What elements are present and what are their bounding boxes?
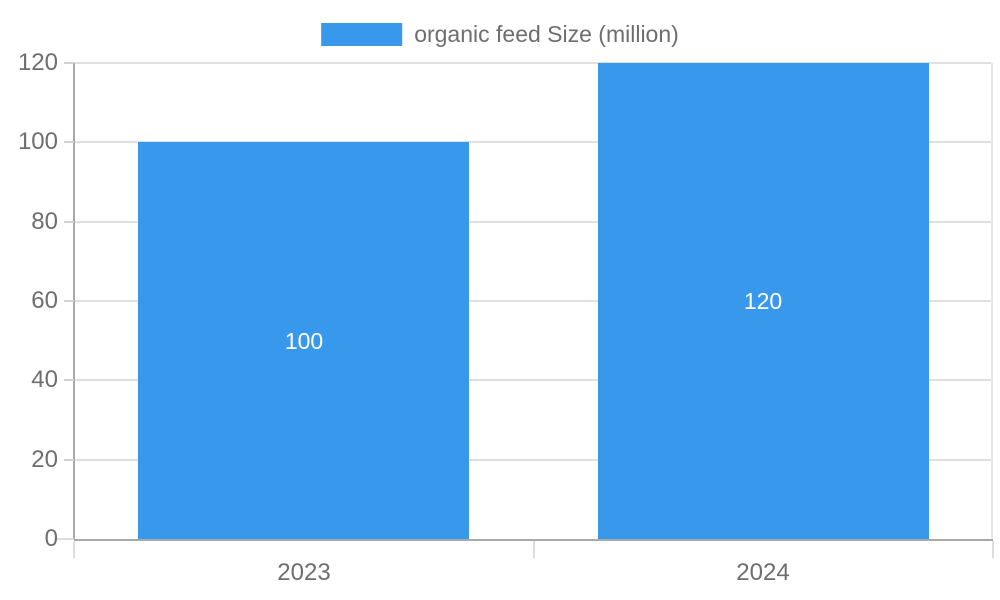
y-tick-mark [64, 458, 74, 461]
y-axis-line [73, 63, 75, 540]
chart-legend: organic feed Size (million) [321, 22, 679, 46]
x-axis-category-label: 2024 [736, 559, 790, 586]
y-axis-tick-label: 80 [31, 207, 58, 235]
legend-swatch [321, 22, 403, 46]
x-band-boundary-tick [992, 541, 994, 558]
bar-value-label: 120 [743, 288, 783, 314]
y-axis-tick-label: 20 [31, 445, 58, 473]
gridline-y-40 [74, 379, 991, 382]
y-axis-tick-label: 60 [31, 287, 58, 314]
y-tick-mark [64, 300, 74, 302]
bar-value-label: 100 [284, 328, 324, 354]
x-band-boundary-tick [73, 541, 75, 558]
y-axis-tick-label: 0 [44, 525, 58, 552]
legend-label: organic feed Size (million) [414, 21, 679, 47]
gridline-y-120 [74, 62, 991, 64]
gridline-y-20 [74, 458, 991, 461]
bar-2023 [138, 142, 469, 539]
y-tick-mark [64, 220, 74, 223]
y-tick-mark [64, 62, 74, 64]
gridline-y-100 [74, 141, 991, 144]
y-tick-mark [64, 141, 74, 144]
x-band-boundary-tick [532, 541, 535, 558]
x-axis-line [74, 539, 993, 541]
y-axis-tick-label: 100 [17, 128, 58, 156]
x-axis-category-label: 2023 [277, 559, 331, 586]
y-axis-tick-label: 120 [17, 49, 58, 76]
y-tick-mark [64, 379, 74, 382]
gridline-y-80 [74, 220, 991, 223]
plot-area [74, 62, 993, 539]
bar-2024 [598, 63, 929, 539]
y-tick-mark [55, 538, 74, 540]
gridline-y-60 [74, 300, 991, 302]
y-axis-tick-label: 40 [31, 366, 58, 394]
